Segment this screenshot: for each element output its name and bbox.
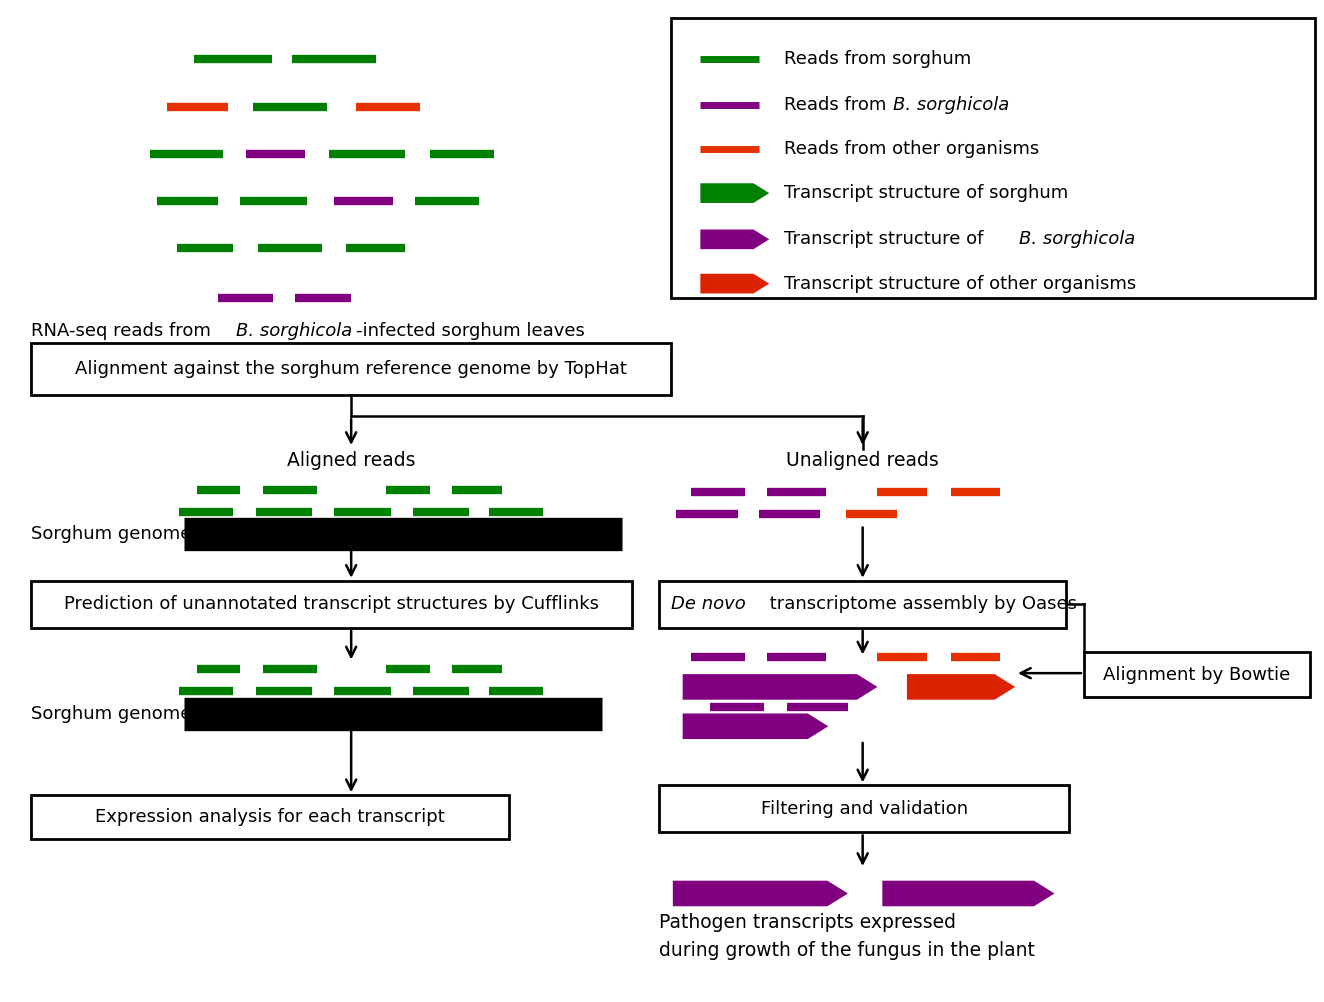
FancyBboxPatch shape [32, 581, 632, 628]
Text: Aligned reads: Aligned reads [287, 451, 416, 470]
Text: Pathogen transcripts expressed: Pathogen transcripts expressed [659, 914, 956, 933]
Polygon shape [700, 229, 769, 249]
FancyBboxPatch shape [659, 786, 1070, 833]
Text: Filtering and validation: Filtering and validation [760, 800, 968, 818]
FancyBboxPatch shape [1084, 652, 1311, 696]
FancyBboxPatch shape [671, 18, 1315, 299]
Text: Alignment by Bowtie: Alignment by Bowtie [1103, 665, 1291, 683]
Text: Transcript structure of sorghum: Transcript structure of sorghum [784, 184, 1068, 202]
Polygon shape [204, 702, 347, 726]
Text: Reads from sorghum: Reads from sorghum [784, 50, 972, 68]
Polygon shape [371, 702, 514, 726]
Text: RNA-seq reads from: RNA-seq reads from [32, 322, 217, 340]
Text: Transcript structure of other organisms: Transcript structure of other organisms [784, 275, 1136, 293]
Text: B. sorghicola: B. sorghicola [894, 95, 1009, 113]
Text: De novo: De novo [671, 595, 745, 613]
FancyBboxPatch shape [32, 796, 508, 840]
FancyBboxPatch shape [32, 343, 671, 395]
Text: Reads from other organisms: Reads from other organisms [784, 140, 1039, 158]
Polygon shape [700, 183, 769, 203]
Text: Sorghum genome: Sorghum genome [32, 705, 192, 723]
Text: transcriptome assembly by Oases: transcriptome assembly by Oases [764, 595, 1078, 613]
Text: during growth of the fungus in the plant: during growth of the fungus in the plant [659, 941, 1035, 960]
Text: B. sorghicola: B. sorghicola [236, 322, 352, 340]
Text: Prediction of unannotated transcript structures by Cufflinks: Prediction of unannotated transcript str… [64, 595, 598, 613]
Polygon shape [907, 674, 1016, 699]
FancyBboxPatch shape [659, 581, 1066, 628]
Polygon shape [683, 713, 829, 739]
Text: Unaligned reads: Unaligned reads [786, 451, 939, 470]
Text: Transcript structure of: Transcript structure of [784, 230, 989, 248]
Polygon shape [882, 881, 1054, 906]
Text: -infected sorghum leaves: -infected sorghum leaves [356, 322, 585, 340]
Text: B. sorghicola: B. sorghicola [1019, 230, 1135, 248]
Polygon shape [700, 274, 769, 294]
Text: Alignment against the sorghum reference genome by TopHat: Alignment against the sorghum reference … [75, 360, 628, 378]
Polygon shape [209, 523, 381, 546]
Polygon shape [673, 881, 847, 906]
Text: Expression analysis for each transcript: Expression analysis for each transcript [95, 809, 445, 827]
Text: Sorghum genome: Sorghum genome [32, 525, 192, 543]
Text: Reads from: Reads from [784, 95, 892, 113]
Polygon shape [683, 674, 878, 699]
